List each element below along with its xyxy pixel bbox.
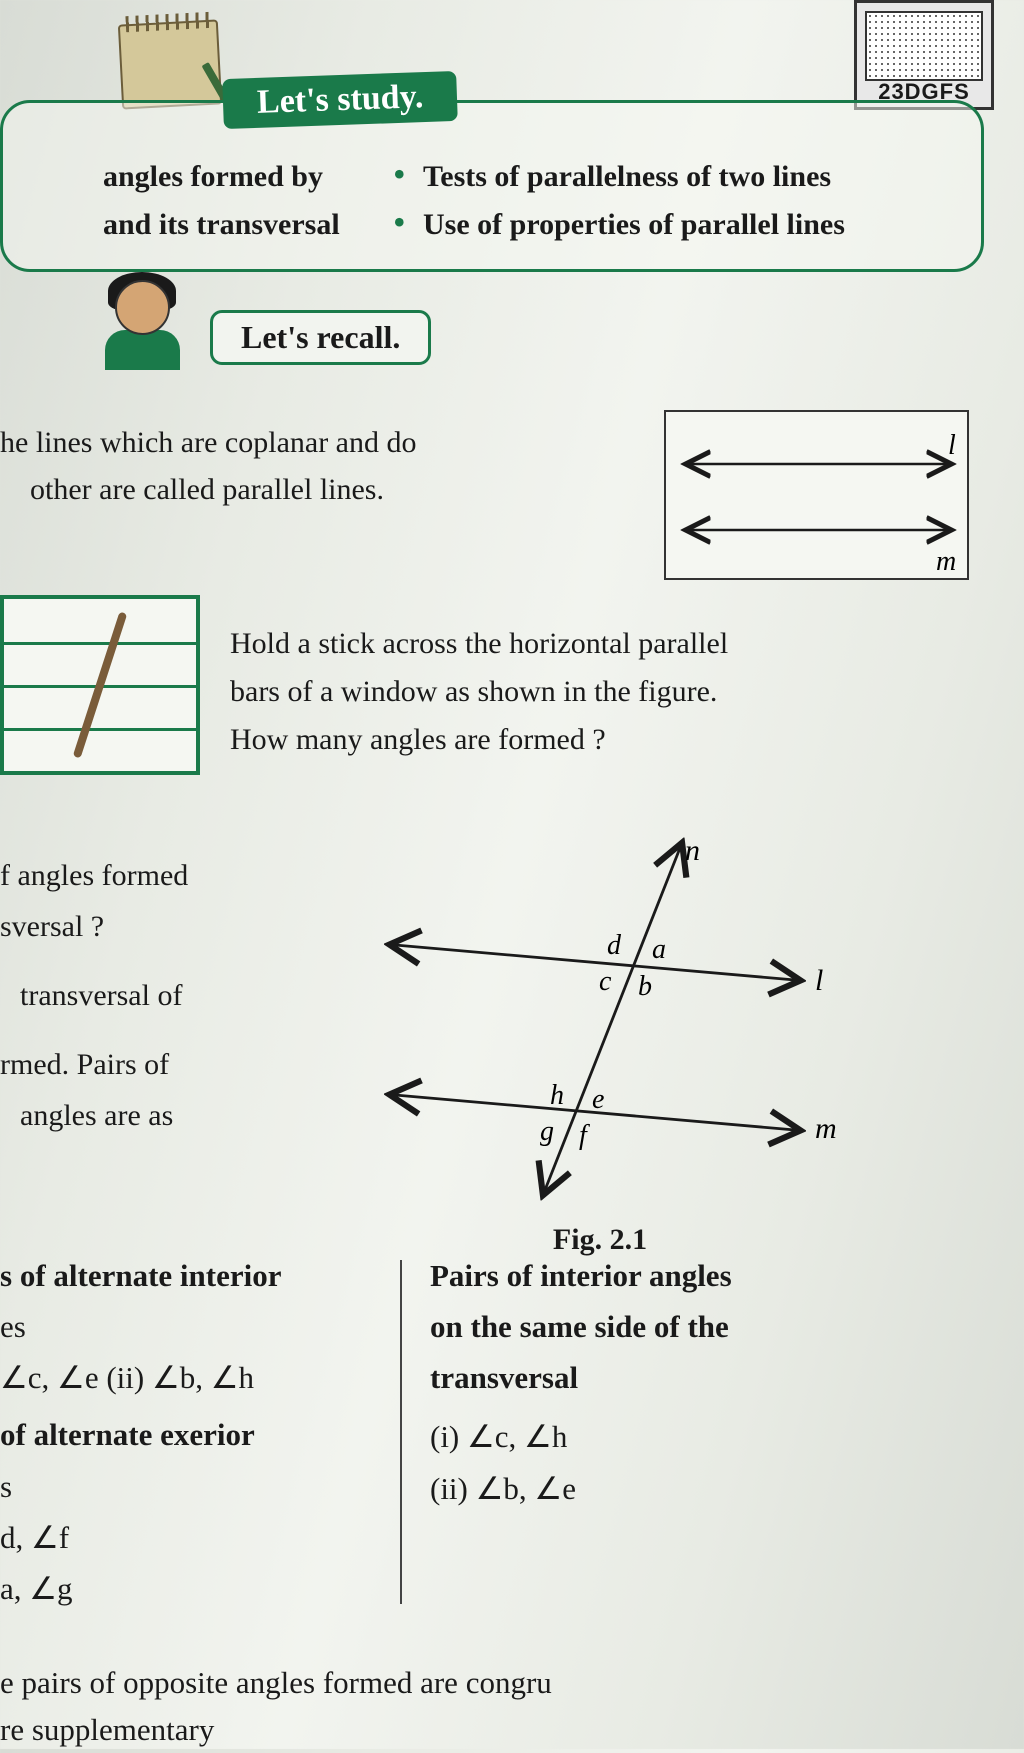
angle-e: e	[592, 1084, 604, 1115]
angle-b: b	[638, 971, 652, 1002]
alternate-angles-column: s of alternate interior es ∠c, ∠e (ii) ∠…	[0, 1250, 400, 1614]
study-left-2: and its transversal	[103, 201, 393, 249]
parallel-lines-diagram: l m	[664, 410, 969, 580]
frag-2: transversal of	[0, 970, 280, 1021]
lets-study-banner: Let's study.	[222, 71, 458, 129]
study-bullet-1: Tests of parallelness of two lines	[423, 153, 951, 201]
boy-thinking-icon	[80, 260, 200, 370]
int-hdr3: transversal	[430, 1352, 984, 1403]
qr-code	[865, 11, 983, 81]
int-i1: (i) ∠c, ∠h	[430, 1411, 984, 1462]
study-bullet-2: Use of properties of parallel lines	[423, 201, 951, 249]
study-list: angles formed by • Tests of parallelness…	[103, 153, 951, 249]
window-activity-text: Hold a stick across the horizontal paral…	[230, 610, 984, 775]
qr-code-box: 23DGFS	[854, 0, 994, 110]
angle-f: f	[579, 1120, 590, 1151]
transversal-diagram-svg: n l m d a c b h e g f	[340, 830, 860, 1210]
alt-l5: d, ∠f	[0, 1512, 380, 1563]
angle-a: a	[652, 934, 666, 965]
frag-1b: sversal ?	[0, 910, 104, 943]
label-n: n	[685, 834, 700, 867]
alt-exterior-header: of alternate exerior	[0, 1409, 380, 1460]
alt-l1: es	[0, 1301, 380, 1352]
bullet-icon: •	[393, 201, 423, 244]
window-line2: bars of a window as shown in the figure.	[230, 675, 717, 708]
angle-g: g	[540, 1116, 554, 1147]
frag-3a: rmed. Pairs of	[0, 1048, 169, 1081]
textbook-page: 23DGFS Let's study. angles formed by • T…	[0, 0, 1024, 1749]
bullet-icon: •	[393, 153, 423, 196]
alt-l6: a, ∠g	[0, 1563, 380, 1614]
window-activity: Hold a stick across the horizontal paral…	[0, 610, 984, 775]
alt-interior-header: s of alternate interior	[0, 1250, 380, 1301]
parallel-lines-definition: he lines which are coplanar and do other…	[0, 420, 560, 513]
bottom-line-1: e pairs of opposite angles formed are co…	[0, 1665, 552, 1700]
label-l: l	[815, 964, 823, 997]
angle-d: d	[607, 930, 622, 961]
int-hdr1: Pairs of interior angles	[430, 1250, 984, 1301]
alt-l2: ∠c, ∠e (ii) ∠b, ∠h	[0, 1352, 380, 1403]
left-text-fragments: f angles formed sversal ? transversal of…	[0, 850, 280, 1159]
bottom-text-fragment: e pairs of opposite angles formed are co…	[0, 1660, 552, 1753]
angle-pairs-columns: s of alternate interior es ∠c, ∠e (ii) ∠…	[0, 1250, 984, 1614]
int-hdr2: on the same side of the	[430, 1301, 984, 1352]
label-l: l	[948, 430, 956, 461]
window-line3: How many angles are formed ?	[230, 723, 606, 756]
angle-h: h	[550, 1080, 564, 1111]
para1-line2: other are called parallel lines.	[0, 473, 384, 506]
lets-recall-banner: Let's recall.	[210, 310, 431, 365]
para1-line1: he lines which are coplanar and do	[0, 426, 417, 459]
frag-1a: f angles formed	[0, 859, 188, 892]
label-m: m	[936, 546, 956, 577]
bottom-line-2: re supplementary	[0, 1712, 214, 1747]
frag-3b: angles are as	[0, 1099, 173, 1132]
label-m: m	[815, 1112, 837, 1145]
angle-c: c	[599, 966, 612, 997]
column-separator	[400, 1260, 402, 1604]
interior-angles-column: Pairs of interior angles on the same sid…	[420, 1250, 984, 1614]
lets-study-box: Let's study. angles formed by • Tests of…	[0, 100, 984, 272]
int-i2: (ii) ∠b, ∠e	[430, 1463, 984, 1514]
figure-2-1: n l m d a c b h e g f Fig. 2.1	[340, 830, 860, 1257]
alt-l4: s	[0, 1461, 380, 1512]
window-line1: Hold a stick across the horizontal paral…	[230, 627, 728, 660]
window-frame-icon	[0, 595, 200, 775]
parallel-lines-svg: l m	[666, 412, 971, 582]
study-left-1: angles formed by	[103, 153, 393, 201]
